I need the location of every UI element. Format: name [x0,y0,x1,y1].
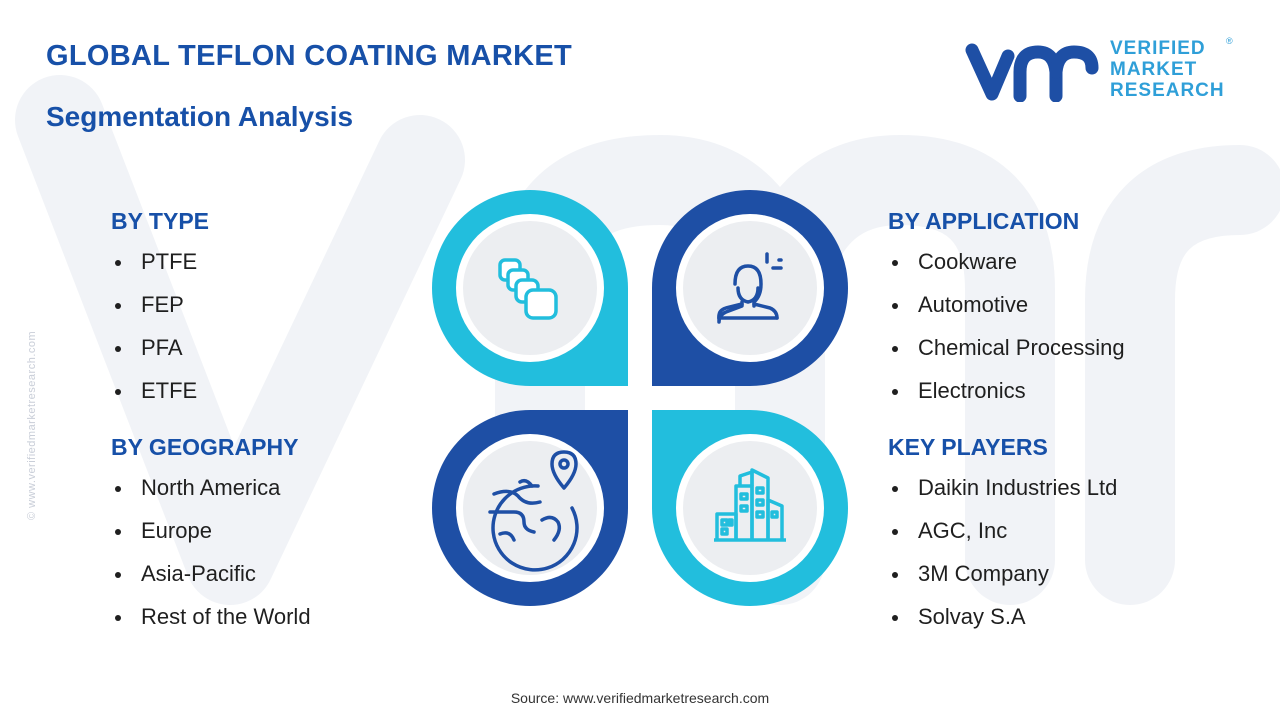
circle-top-right [683,221,817,355]
segment-heading-application: BY APPLICATION [888,208,1080,234]
registered-mark: ® [1226,36,1233,46]
segment-by-application: BY APPLICATION Cookware Automotive Chemi… [888,206,1125,420]
page-subtitle: Segmentation Analysis [46,101,354,132]
side-url-watermark: © www.verifiedmarketresearch.com [26,330,38,520]
segmentation-diagram [432,190,848,606]
page-title: GLOBAL TEFLON COATING MARKET [46,40,573,72]
list-item: 3M Company [888,560,1117,603]
list-item: Asia-Pacific [111,560,311,603]
stacked-blocks-icon [498,258,558,320]
segment-list-geography: North America Europe Asia-Pacific Rest o… [111,474,311,646]
list-item: PTFE [111,248,209,291]
list-item: Automotive [888,291,1125,334]
segment-heading-type: BY TYPE [111,208,209,234]
list-item: Solvay S.A [888,603,1117,646]
segment-by-geography: BY GEOGRAPHY North America Europe Asia-P… [111,432,311,646]
source-citation: Source: www.verifiedmarketresearch.com [510,690,770,706]
logo-line-verified: VERIFIED [1110,38,1206,59]
globe-location-icon [488,450,579,572]
list-item: Rest of the World [111,603,311,646]
list-item: ETFE [111,377,209,420]
segment-list-type: PTFE FEP PFA ETFE [111,248,209,420]
list-item: Europe [111,517,311,560]
list-item: Chemical Processing [888,334,1125,377]
buildings-icon [714,468,786,542]
segment-heading-key-players: KEY PLAYERS [888,434,1048,460]
vmr-logo: VERIFIED MARKET RESEARCH ® [964,36,1234,106]
vmr-logo-mark-icon [965,43,1099,102]
segment-by-type: BY TYPE PTFE FEP PFA ETFE [111,206,209,420]
list-item: Cookware [888,248,1125,291]
logo-line-research: RESEARCH [1110,80,1225,101]
segment-list-application: Cookware Automotive Chemical Processing … [888,248,1125,420]
logo-line-market: MARKET [1110,59,1198,80]
list-item: North America [111,474,311,517]
list-item: PFA [111,334,209,377]
list-item: FEP [111,291,209,334]
list-item: Electronics [888,377,1125,420]
circle-bottom-right [683,441,817,575]
vmr-logo-wordmark: VERIFIED MARKET RESEARCH [1110,38,1225,101]
list-item: Daikin Industries Ltd [888,474,1117,517]
segment-list-key-players: Daikin Industries Ltd AGC, Inc 3M Compan… [888,474,1117,646]
segment-heading-geography: BY GEOGRAPHY [111,434,299,460]
segment-key-players: KEY PLAYERS Daikin Industries Ltd AGC, I… [888,432,1117,646]
list-item: AGC, Inc [888,517,1117,560]
user-profile-icon [717,252,783,324]
